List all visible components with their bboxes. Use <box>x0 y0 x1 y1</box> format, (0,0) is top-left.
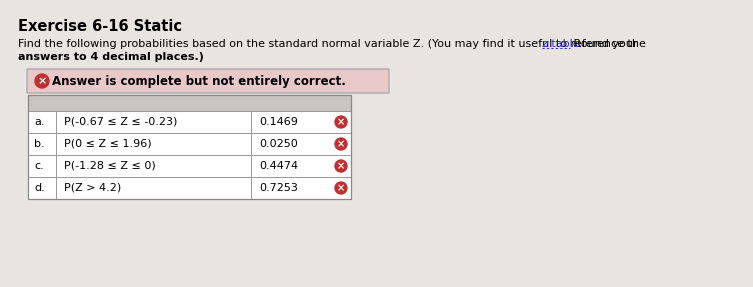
Text: Round your: Round your <box>570 39 638 49</box>
Text: ×: × <box>337 139 345 149</box>
Text: a.: a. <box>34 117 44 127</box>
Text: b.: b. <box>34 139 44 149</box>
Bar <box>28 95 351 199</box>
Circle shape <box>35 74 49 88</box>
Text: P(-0.67 ≤ Z ≤ -0.23): P(-0.67 ≤ Z ≤ -0.23) <box>64 117 178 127</box>
Text: c.: c. <box>34 161 44 171</box>
Text: P(-1.28 ≤ Z ≤ 0): P(-1.28 ≤ Z ≤ 0) <box>64 161 156 171</box>
Text: d.: d. <box>34 183 44 193</box>
Circle shape <box>335 182 347 194</box>
Bar <box>28 111 351 133</box>
Circle shape <box>335 116 347 128</box>
Bar <box>28 133 351 155</box>
Bar <box>28 95 351 111</box>
Text: P(0 ≤ Z ≤ 1.96): P(0 ≤ Z ≤ 1.96) <box>64 139 151 149</box>
Text: 0.7253: 0.7253 <box>259 183 298 193</box>
Circle shape <box>335 160 347 172</box>
Text: P(Z > 4.2): P(Z > 4.2) <box>64 183 121 193</box>
Text: ×: × <box>38 76 47 86</box>
Text: ×: × <box>337 117 345 127</box>
Text: Exercise 6-16 Static: Exercise 6-16 Static <box>18 19 182 34</box>
Text: Find the following probabilities based on the standard normal variable Z. (You m: Find the following probabilities based o… <box>18 39 649 49</box>
Text: 0.4474: 0.4474 <box>259 161 298 171</box>
Text: 0.0250: 0.0250 <box>259 139 297 149</box>
Circle shape <box>335 138 347 150</box>
FancyBboxPatch shape <box>27 69 389 93</box>
Text: z table: z table <box>542 39 580 49</box>
Text: Answer is complete but not entirely correct.: Answer is complete but not entirely corr… <box>52 75 346 88</box>
Bar <box>28 177 351 199</box>
Bar <box>28 155 351 177</box>
Text: answers to 4 decimal places.): answers to 4 decimal places.) <box>18 52 204 62</box>
Text: ×: × <box>337 161 345 171</box>
Text: ×: × <box>337 183 345 193</box>
Text: 0.1469: 0.1469 <box>259 117 298 127</box>
